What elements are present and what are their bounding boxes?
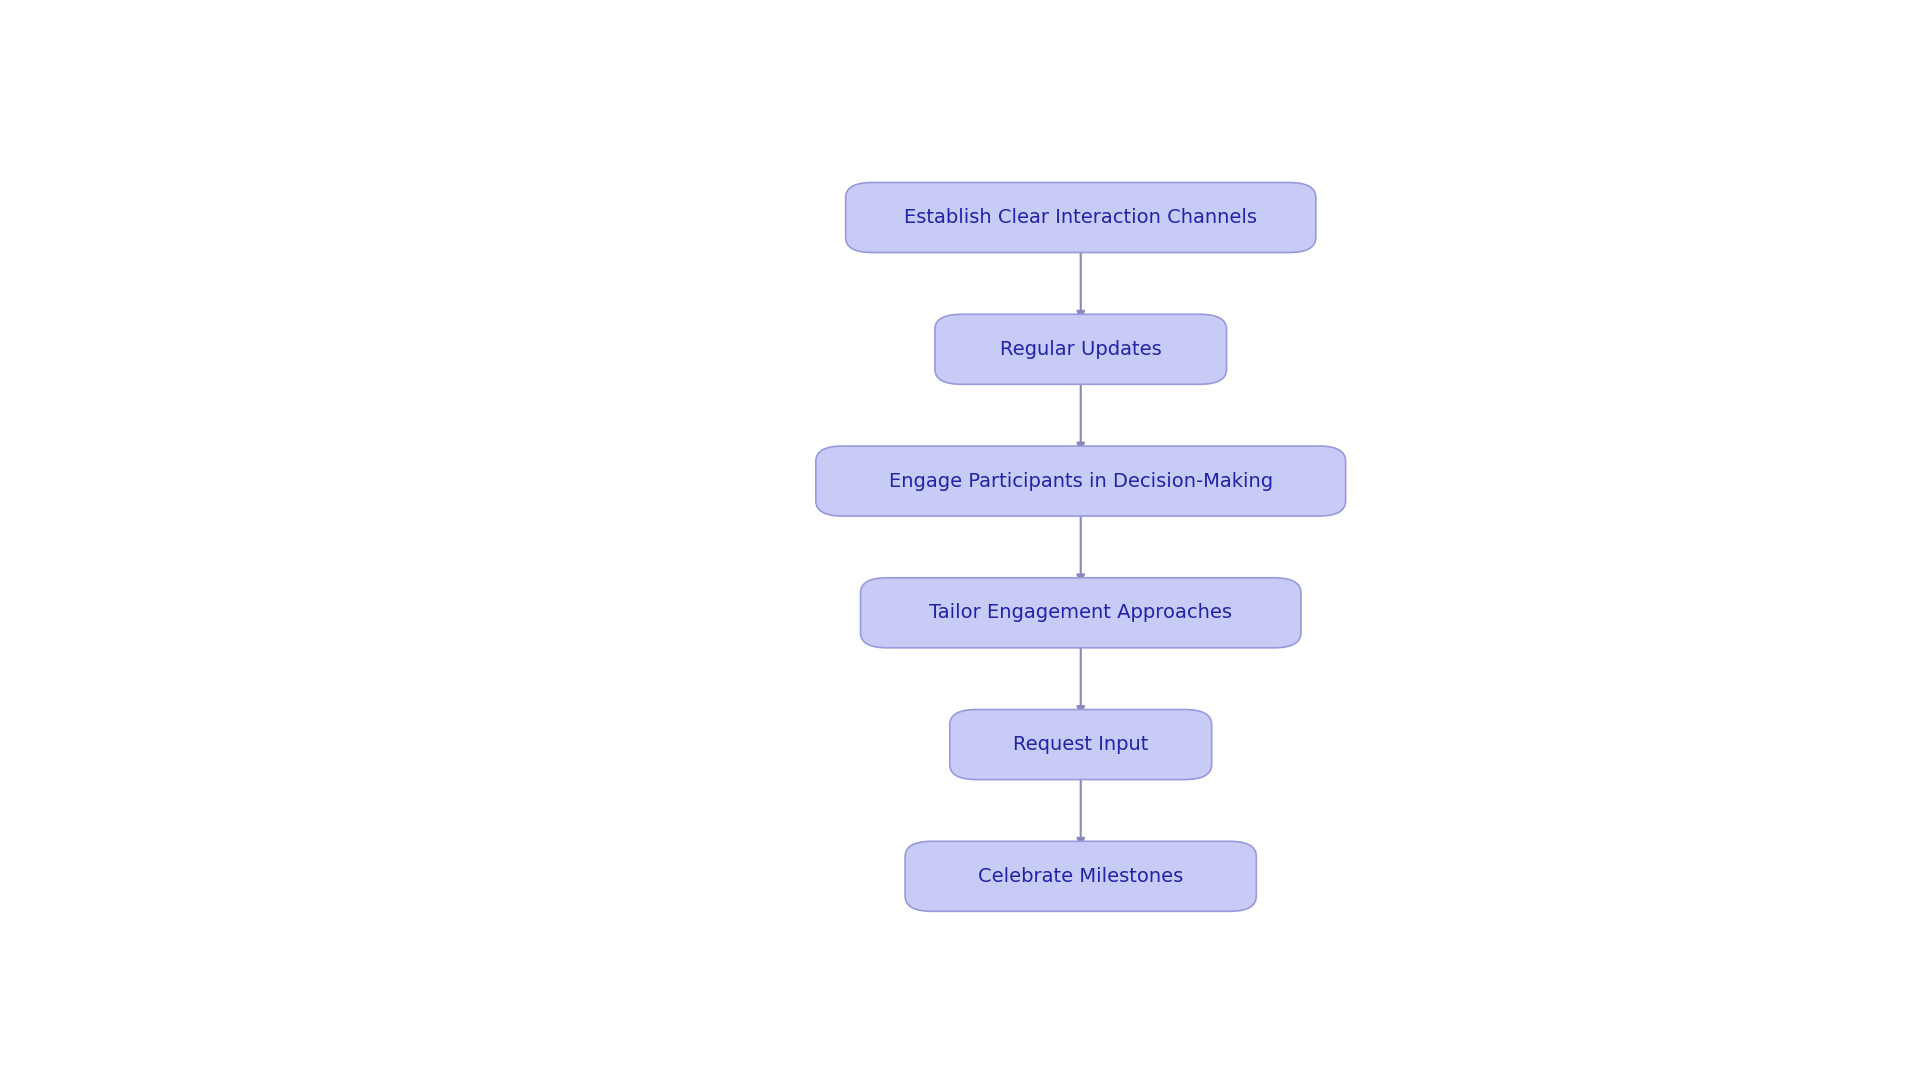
Text: Regular Updates: Regular Updates xyxy=(1000,340,1162,358)
FancyBboxPatch shape xyxy=(904,841,1256,911)
Text: Tailor Engagement Approaches: Tailor Engagement Approaches xyxy=(929,603,1233,623)
FancyBboxPatch shape xyxy=(816,446,1346,517)
FancyBboxPatch shape xyxy=(860,577,1302,648)
Text: Engage Participants in Decision-Making: Engage Participants in Decision-Making xyxy=(889,471,1273,491)
Text: Celebrate Milestones: Celebrate Milestones xyxy=(977,866,1183,886)
Text: Establish Clear Interaction Channels: Establish Clear Interaction Channels xyxy=(904,208,1258,227)
FancyBboxPatch shape xyxy=(950,709,1212,780)
FancyBboxPatch shape xyxy=(935,314,1227,384)
FancyBboxPatch shape xyxy=(845,183,1315,252)
Text: Request Input: Request Input xyxy=(1014,735,1148,754)
